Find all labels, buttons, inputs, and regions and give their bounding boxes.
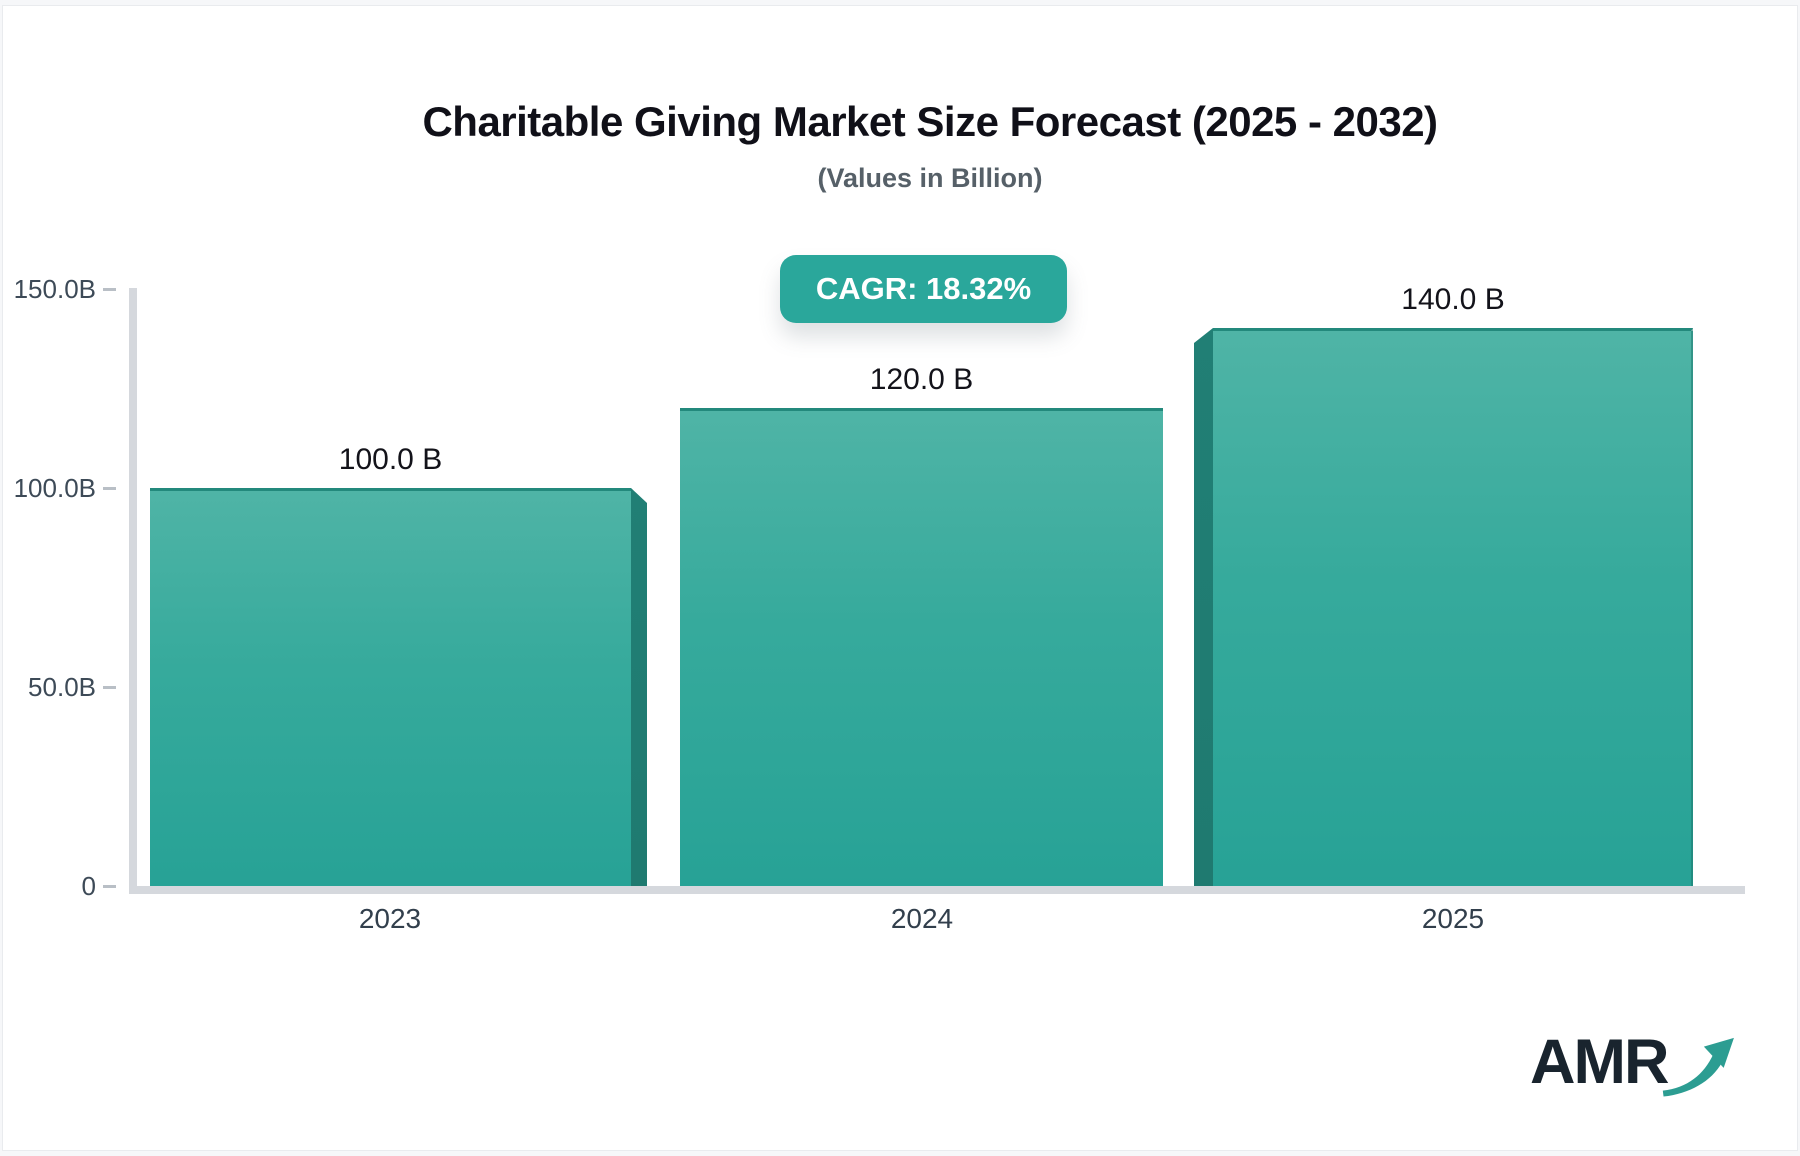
trend-arrow-icon [1663, 1037, 1735, 1097]
y-tick-mark [103, 885, 116, 888]
y-tick-mark [103, 686, 116, 689]
bar-3d-side-face [1194, 328, 1213, 886]
bar-2025: 140.0 B [1194, 284, 1693, 886]
bar-value-label-2023: 100.0 B [338, 443, 443, 476]
x-axis-baseline [129, 886, 1745, 894]
y-tick-50: 50.0B [0, 671, 120, 703]
bar-value-label-2025: 140.0 B [1401, 283, 1505, 316]
amr-logo: AMR [1530, 1028, 1735, 1098]
y-tick-label: 150.0B [13, 274, 96, 304]
y-axis-line [129, 288, 137, 894]
bar-2023: 100.0 B [150, 444, 647, 886]
x-tick-label-2024: 2024 [890, 903, 954, 934]
bar-3d-side-face [631, 488, 647, 886]
chart-subtitle: (Values in Billion) [817, 163, 1043, 193]
bar-face [150, 488, 631, 886]
y-tick-mark [103, 487, 116, 490]
bar-value-label-2024: 120.0 B [869, 363, 974, 396]
y-tick-0: 0 [0, 870, 120, 902]
x-tick-label-2025: 2025 [1421, 903, 1485, 934]
y-tick-100: 100.0B [0, 472, 120, 504]
y-tick-mark [103, 288, 116, 291]
y-tick-label: 100.0B [13, 473, 96, 503]
amr-logo-text: AMR [1530, 1027, 1669, 1097]
y-tick-label: 50.0B [28, 672, 96, 702]
bar-face [680, 408, 1163, 886]
chart-title: Charitable Giving Market Size Forecast (… [422, 98, 1438, 145]
y-tick-150: 150.0B [0, 273, 120, 305]
y-tick-label: 0 [81, 871, 96, 901]
cagr-badge: CAGR: 18.32% [780, 255, 1067, 323]
bar-2024: 120.0 B [680, 364, 1163, 886]
bar-face [1213, 328, 1693, 886]
x-tick-label-2023: 2023 [358, 903, 422, 934]
